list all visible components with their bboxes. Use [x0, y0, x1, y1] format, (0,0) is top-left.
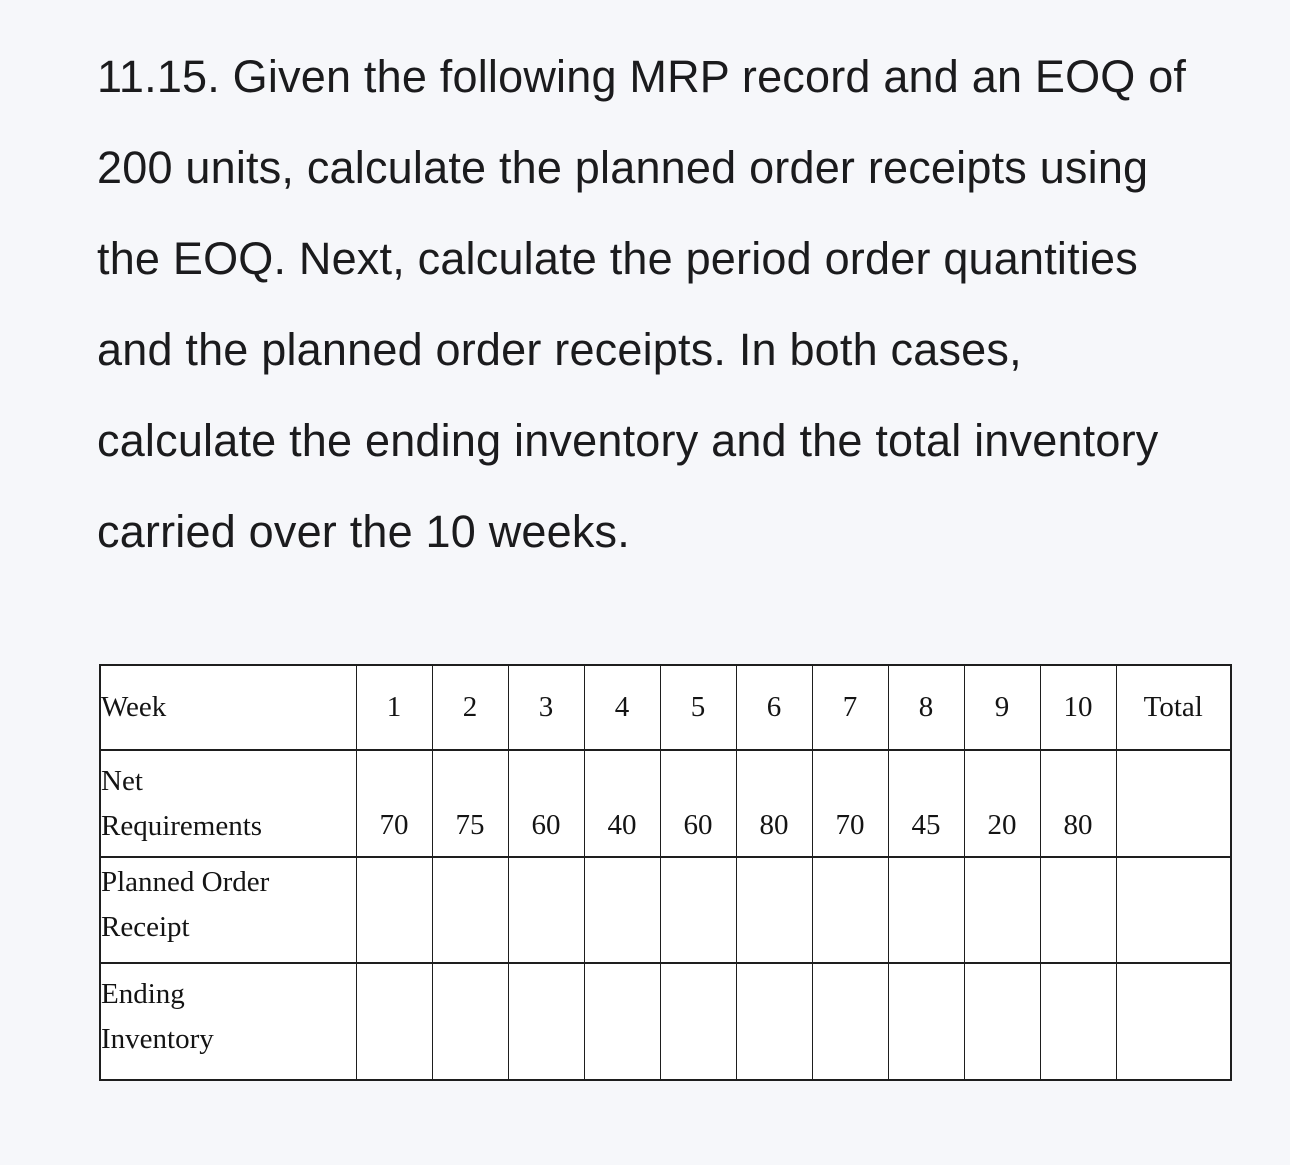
netreq-total-cell — [1115, 749, 1232, 858]
week-header-8: 8 — [887, 664, 965, 751]
endinv-week-5-cell — [659, 962, 737, 1081]
week-header-7: 7 — [811, 664, 889, 751]
row-label-endinv: Ending Inventory — [99, 962, 357, 1081]
problem-line: the EOQ. Next, calculate the period orde… — [97, 233, 1138, 284]
netreq-week-8-cell: 45 — [887, 749, 965, 858]
row-label-netreq: Net Requirements — [99, 749, 357, 858]
problem-line: calculate the ending inventory and the t… — [97, 415, 1159, 466]
problem-line: 200 units, calculate the planned order r… — [97, 142, 1149, 193]
netreq-week-2-cell: 75 — [431, 749, 509, 858]
week-header-3: 3 — [507, 664, 585, 751]
endinv-week-9-cell — [963, 962, 1041, 1081]
netreq-week-1-cell: 70 — [355, 749, 433, 858]
row-label-por: Planned Order Receipt — [99, 856, 357, 964]
por-total-cell — [1115, 856, 1232, 964]
week-header-10: 10 — [1039, 664, 1117, 751]
endinv-week-2-cell — [431, 962, 509, 1081]
problem-line: carried over the 10 weeks. — [97, 506, 630, 557]
problem-statement: 11.15. Given the following MRP record an… — [97, 31, 1267, 577]
table-header-row: Week 1 2 3 4 5 6 7 8 9 10 Total — [99, 664, 1232, 751]
netreq-week-5-cell: 60 — [659, 749, 737, 858]
row-label-line: Receipt — [101, 911, 190, 943]
week-header-9: 9 — [963, 664, 1041, 751]
endinv-week-10-cell — [1039, 962, 1117, 1081]
netreq-week-6-cell: 80 — [735, 749, 813, 858]
week-header-6: 6 — [735, 664, 813, 751]
mrp-table: Week 1 2 3 4 5 6 7 8 9 10 Total Net Requirements 70 75 6… — [99, 664, 1232, 1081]
endinv-week-6-cell — [735, 962, 813, 1081]
row-label-line: Net — [101, 764, 143, 797]
table-row-netreq: Net Requirements 70 75 60 40 60 80 70 45 20 80 — [99, 749, 1232, 858]
endinv-week-1-cell — [355, 962, 433, 1081]
endinv-week-8-cell — [887, 962, 965, 1081]
netreq-week-3-cell: 60 — [507, 749, 585, 858]
netreq-week-10-cell: 80 — [1039, 749, 1117, 858]
netreq-week-7-cell: 70 — [811, 749, 889, 858]
table-row-por: Planned Order Receipt — [99, 856, 1232, 964]
row-label-line: Planned Order — [101, 866, 270, 898]
endinv-week-4-cell — [583, 962, 661, 1081]
por-week-2-cell — [431, 856, 509, 964]
week-header-label: Week — [99, 664, 357, 751]
week-header-4: 4 — [583, 664, 661, 751]
week-header-5: 5 — [659, 664, 737, 751]
por-week-1-cell — [355, 856, 433, 964]
week-header-1: 1 — [355, 664, 433, 751]
endinv-total-cell — [1115, 962, 1232, 1081]
problem-line: and the planned order receipts. In both … — [97, 324, 1022, 375]
endinv-week-7-cell — [811, 962, 889, 1081]
por-week-5-cell — [659, 856, 737, 964]
problem-line: 11.15. Given the following MRP record an… — [97, 51, 1187, 102]
por-week-9-cell — [963, 856, 1041, 964]
por-week-3-cell — [507, 856, 585, 964]
por-week-6-cell — [735, 856, 813, 964]
endinv-week-3-cell — [507, 962, 585, 1081]
por-week-7-cell — [811, 856, 889, 964]
row-label-line: Inventory — [101, 1022, 214, 1055]
week-header-2: 2 — [431, 664, 509, 751]
por-week-10-cell — [1039, 856, 1117, 964]
netreq-week-4-cell: 40 — [583, 749, 661, 858]
por-week-4-cell — [583, 856, 661, 964]
row-label-line: Requirements — [101, 809, 263, 842]
por-week-8-cell — [887, 856, 965, 964]
netreq-week-9-cell: 20 — [963, 749, 1041, 858]
row-label-line: Ending — [101, 977, 185, 1010]
total-header-label: Total — [1115, 664, 1232, 751]
table-row-endinv: Ending Inventory — [99, 962, 1232, 1081]
